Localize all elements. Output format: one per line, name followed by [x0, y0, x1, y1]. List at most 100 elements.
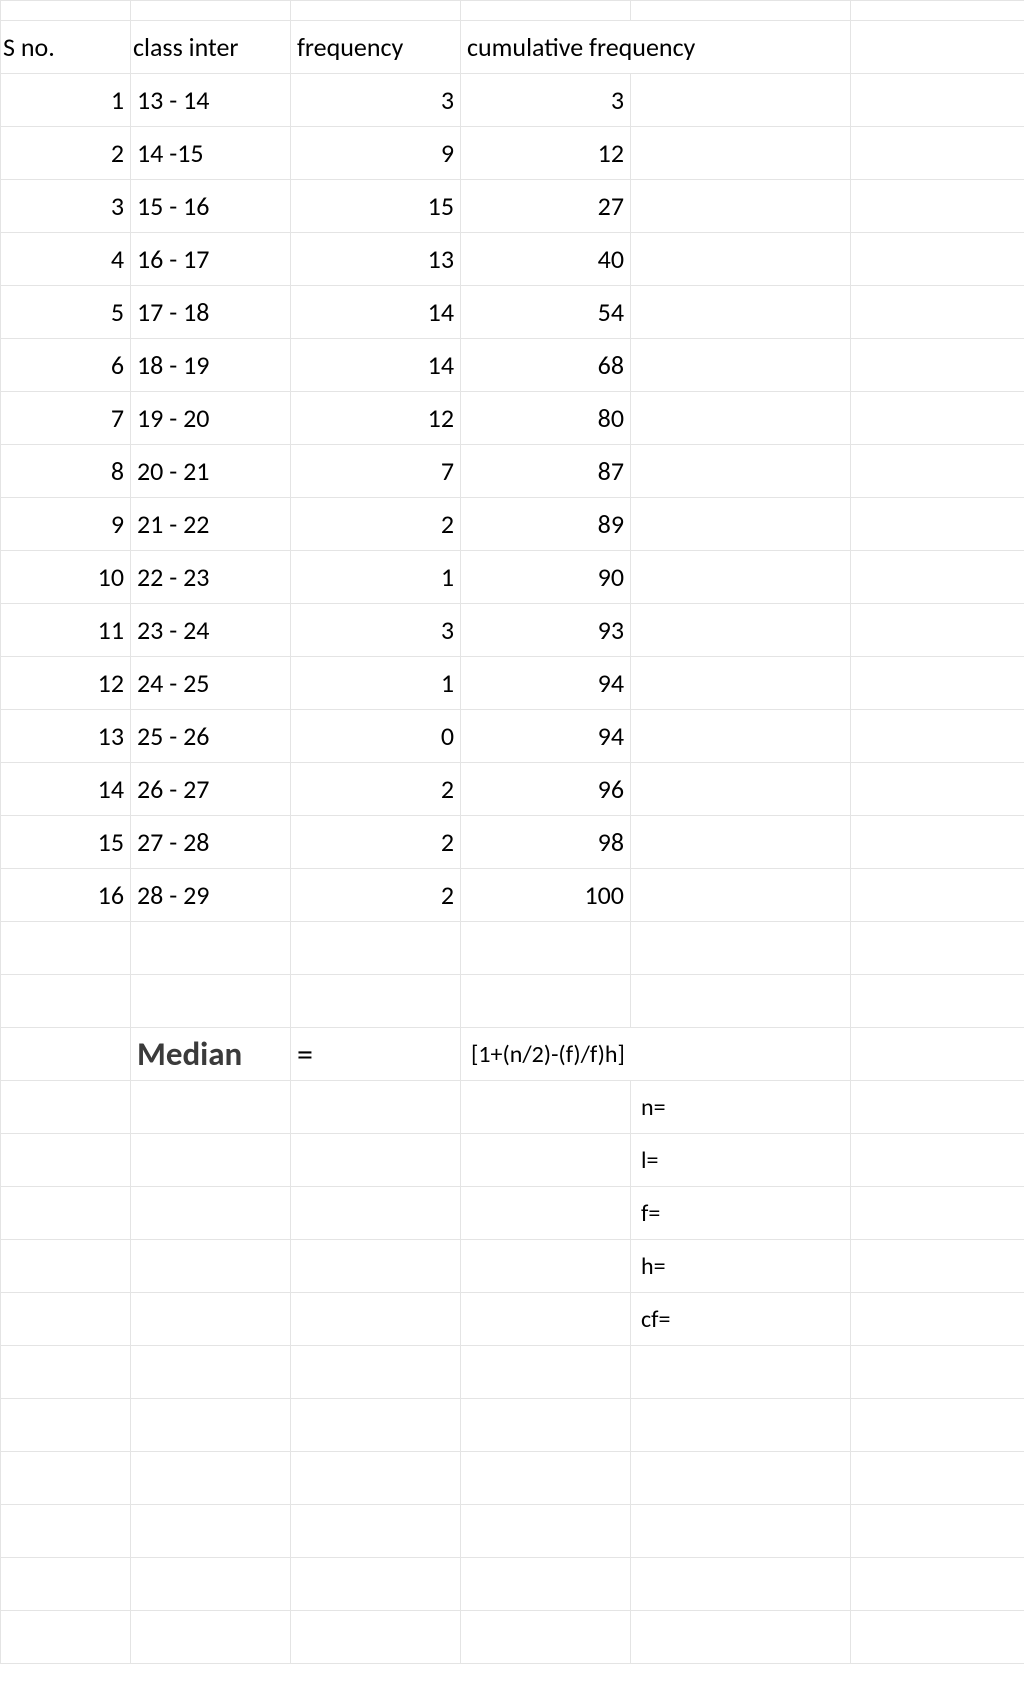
cell-empty[interactable] [1, 1346, 131, 1399]
cell-empty[interactable] [1, 1452, 131, 1505]
cell-empty[interactable] [631, 816, 851, 869]
cell-sno[interactable]: 9 [1, 498, 131, 551]
cell-empty[interactable] [1, 922, 131, 975]
cell-cumulative[interactable]: 94 [461, 710, 631, 763]
cell-empty[interactable] [461, 1399, 631, 1452]
cell-frequency[interactable]: 0 [291, 710, 461, 763]
cell-empty[interactable] [851, 1558, 1024, 1611]
cell-frequency[interactable]: 2 [291, 816, 461, 869]
cell-frequency[interactable]: 1 [291, 551, 461, 604]
cell-empty[interactable] [851, 1240, 1024, 1293]
spreadsheet-table[interactable]: S no.class interfrequencycumulative freq… [0, 0, 1024, 1664]
cell-empty[interactable] [461, 1187, 631, 1240]
cell-sno[interactable]: 12 [1, 657, 131, 710]
cell-empty[interactable] [131, 1134, 291, 1187]
cell-empty[interactable] [131, 1399, 291, 1452]
cell-empty[interactable] [131, 1240, 291, 1293]
cell-empty[interactable] [291, 922, 461, 975]
cell-sno[interactable]: 2 [1, 127, 131, 180]
cell-empty[interactable] [851, 21, 1024, 74]
cell-empty[interactable] [851, 604, 1024, 657]
cell-empty[interactable] [631, 869, 851, 922]
cell-frequency[interactable]: 7 [291, 445, 461, 498]
cell-interval[interactable]: 16 - 17 [131, 233, 291, 286]
cell-interval[interactable]: 27 - 28 [131, 816, 291, 869]
cell-empty[interactable] [131, 975, 291, 1028]
cell-empty[interactable] [461, 1134, 631, 1187]
cell-empty[interactable] [131, 1558, 291, 1611]
cell-frequency[interactable]: 2 [291, 763, 461, 816]
header-cumulative[interactable]: cumulative frequency [461, 21, 851, 74]
cell-frequency[interactable]: 3 [291, 74, 461, 127]
header-class-interval[interactable]: class inter [131, 21, 291, 74]
cell-sno[interactable]: 6 [1, 339, 131, 392]
cell-empty[interactable] [461, 1293, 631, 1346]
cell-empty[interactable] [851, 233, 1024, 286]
cell-empty[interactable] [461, 1081, 631, 1134]
cell-empty[interactable] [851, 286, 1024, 339]
cell-interval[interactable]: 13 - 14 [131, 74, 291, 127]
cell-empty[interactable] [631, 127, 851, 180]
cell-sno[interactable]: 3 [1, 180, 131, 233]
cell-empty[interactable] [851, 1081, 1024, 1134]
cell-empty[interactable] [851, 710, 1024, 763]
cell-empty[interactable] [851, 975, 1024, 1028]
cell-empty[interactable] [851, 1293, 1024, 1346]
cell-empty[interactable] [851, 1187, 1024, 1240]
cell-empty[interactable] [631, 445, 851, 498]
cell-interval[interactable]: 21 - 22 [131, 498, 291, 551]
cell-interval[interactable]: 25 - 26 [131, 710, 291, 763]
cell-cumulative[interactable]: 94 [461, 657, 631, 710]
cell-empty[interactable] [851, 392, 1024, 445]
median-formula[interactable]: [1+(n/2)-(f)/f)h] [461, 1028, 851, 1081]
cell-cumulative[interactable]: 54 [461, 286, 631, 339]
cell-empty[interactable] [631, 1399, 851, 1452]
cell-interval[interactable]: 20 - 21 [131, 445, 291, 498]
cell-interval[interactable]: 26 - 27 [131, 763, 291, 816]
cell-empty[interactable] [1, 1, 131, 21]
cell-empty[interactable] [851, 551, 1024, 604]
cell-empty[interactable] [631, 74, 851, 127]
cell-empty[interactable] [851, 657, 1024, 710]
cell-empty[interactable] [131, 1452, 291, 1505]
cell-empty[interactable] [631, 1346, 851, 1399]
cell-empty[interactable] [1, 1028, 131, 1081]
cell-cumulative[interactable]: 89 [461, 498, 631, 551]
cell-empty[interactable] [461, 975, 631, 1028]
cell-empty[interactable] [291, 1558, 461, 1611]
cell-empty[interactable] [631, 657, 851, 710]
cell-empty[interactable] [631, 286, 851, 339]
cell-sno[interactable]: 1 [1, 74, 131, 127]
cell-empty[interactable] [131, 1, 291, 21]
cell-empty[interactable] [631, 1452, 851, 1505]
cell-cumulative[interactable]: 100 [461, 869, 631, 922]
header-frequency[interactable]: frequency [291, 21, 461, 74]
median-param[interactable]: cf= [631, 1293, 851, 1346]
cell-empty[interactable] [851, 816, 1024, 869]
cell-empty[interactable] [461, 1558, 631, 1611]
cell-empty[interactable] [1, 1558, 131, 1611]
cell-empty[interactable] [631, 551, 851, 604]
cell-sno[interactable]: 10 [1, 551, 131, 604]
cell-interval[interactable]: 24 - 25 [131, 657, 291, 710]
cell-empty[interactable] [631, 498, 851, 551]
cell-frequency[interactable]: 14 [291, 339, 461, 392]
cell-empty[interactable] [461, 922, 631, 975]
cell-empty[interactable] [131, 1187, 291, 1240]
cell-sno[interactable]: 4 [1, 233, 131, 286]
cell-empty[interactable] [631, 233, 851, 286]
cell-sno[interactable]: 8 [1, 445, 131, 498]
cell-empty[interactable] [1, 975, 131, 1028]
cell-empty[interactable] [631, 1, 851, 21]
median-param[interactable]: f= [631, 1187, 851, 1240]
cell-empty[interactable] [631, 763, 851, 816]
cell-interval[interactable]: 14 -15 [131, 127, 291, 180]
cell-empty[interactable] [1, 1081, 131, 1134]
cell-empty[interactable] [851, 869, 1024, 922]
cell-sno[interactable]: 11 [1, 604, 131, 657]
cell-cumulative[interactable]: 87 [461, 445, 631, 498]
cell-empty[interactable] [851, 763, 1024, 816]
cell-empty[interactable] [631, 604, 851, 657]
cell-empty[interactable] [291, 1081, 461, 1134]
cell-empty[interactable] [291, 1399, 461, 1452]
